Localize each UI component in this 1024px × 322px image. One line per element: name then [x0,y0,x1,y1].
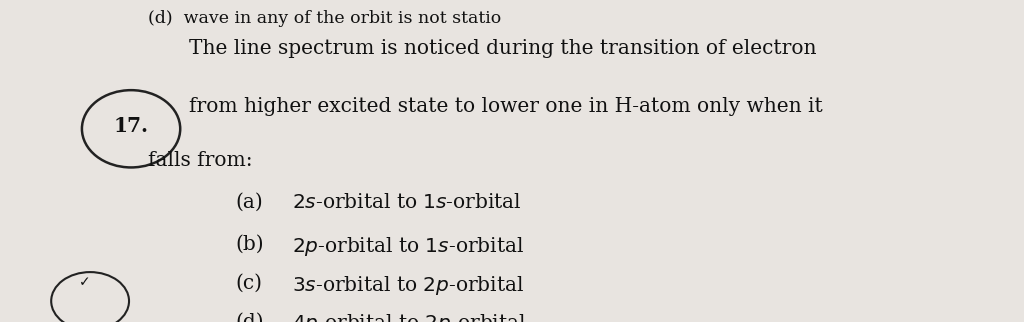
Text: (a): (a) [236,193,263,212]
Text: The line spectrum is noticed during the transition of electron: The line spectrum is noticed during the … [189,39,817,58]
Text: (b): (b) [236,235,264,254]
Text: $3s$-orbital to $2p$-orbital: $3s$-orbital to $2p$-orbital [292,274,524,297]
Text: (c): (c) [236,274,262,293]
Text: $4p$-orbital to $2p$-orbital: $4p$-orbital to $2p$-orbital [292,312,526,322]
Text: 17.: 17. [114,116,148,136]
Text: $2s$-orbital to $1s$-orbital: $2s$-orbital to $1s$-orbital [292,193,521,212]
Text: ✓: ✓ [79,275,91,289]
Text: $2p$-orbital to $1s$-orbital: $2p$-orbital to $1s$-orbital [292,235,524,258]
Text: (d): (d) [236,312,264,322]
Text: falls from:: falls from: [148,151,253,170]
Text: from higher excited state to lower one in H-atom only when it: from higher excited state to lower one i… [189,97,823,116]
Text: (d)  wave in any of the orbit is not statio: (d) wave in any of the orbit is not stat… [148,10,502,27]
